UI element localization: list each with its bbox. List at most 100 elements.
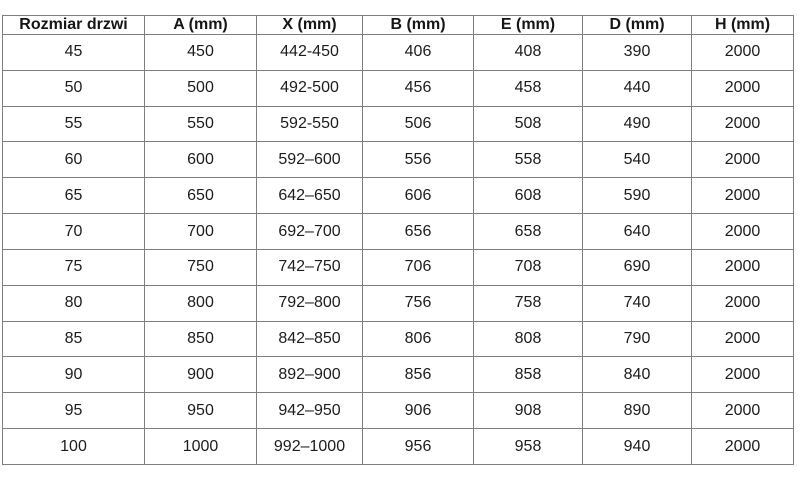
table-cell: 858	[473, 356, 583, 394]
table-cell: 792–800	[256, 284, 363, 322]
table-cell: 650	[144, 177, 257, 215]
table-cell: 2000	[691, 177, 794, 215]
table-cell: 500	[144, 69, 257, 107]
table-row: 80 800 792–800 756 758 740 2000	[2, 284, 794, 322]
table-cell: 80	[2, 284, 145, 322]
table-cell: 440	[582, 69, 692, 107]
table-cell: 70	[2, 213, 145, 250]
table-cell: 756	[362, 284, 474, 322]
table-cell: 60	[2, 141, 145, 179]
table-cell: 55	[2, 105, 145, 143]
table-cell: 942–950	[256, 392, 363, 430]
table-cell: 856	[362, 356, 474, 394]
table-cell: 592–600	[256, 141, 363, 179]
table-cell: 442-450	[256, 34, 363, 71]
table-cell: 940	[582, 428, 692, 465]
table-cell: 706	[362, 248, 474, 286]
table-row: 55 550 592-550 506 508 490 2000	[2, 105, 794, 143]
table-cell: 75	[2, 248, 145, 286]
table-cell: 556	[362, 141, 474, 179]
table-cell: 2000	[691, 248, 794, 286]
table-cell: 958	[473, 428, 583, 465]
table-cell: 2000	[691, 105, 794, 143]
table-cell: 890	[582, 392, 692, 430]
table-cell: 742–750	[256, 248, 363, 286]
table-cell: 508	[473, 105, 583, 143]
table-row: 65 650 642–650 606 608 590 2000	[2, 177, 794, 215]
table-cell: 45	[2, 34, 145, 71]
table-cell: 850	[144, 320, 257, 358]
table-cell: 558	[473, 141, 583, 179]
table-cell: 2000	[691, 34, 794, 71]
header-d-mm: D (mm)	[582, 15, 692, 35]
table-cell: 842–850	[256, 320, 363, 358]
table-cell: 592-550	[256, 105, 363, 143]
table-cell: 408	[473, 34, 583, 71]
table-cell: 550	[144, 105, 257, 143]
table-cell: 458	[473, 69, 583, 107]
table-cell: 90	[2, 356, 145, 394]
table-cell: 656	[362, 213, 474, 250]
table-cell: 658	[473, 213, 583, 250]
table-row: 60 600 592–600 556 558 540 2000	[2, 141, 794, 179]
table-row: 70 700 692–700 656 658 640 2000	[2, 213, 794, 250]
table-cell: 690	[582, 248, 692, 286]
table-cell: 992–1000	[256, 428, 363, 465]
table-body: 45 450 442-450 406 408 390 2000 50 500 492-500 456…	[2, 34, 794, 465]
table-cell: 490	[582, 105, 692, 143]
table-cell: 2000	[691, 213, 794, 250]
table-cell: 642–650	[256, 177, 363, 215]
table-cell: 692–700	[256, 213, 363, 250]
table-cell: 506	[362, 105, 474, 143]
table-cell: 492-500	[256, 69, 363, 107]
table-cell: 50	[2, 69, 145, 107]
table-cell: 2000	[691, 320, 794, 358]
table-cell: 2000	[691, 356, 794, 394]
table-cell: 406	[362, 34, 474, 71]
table-cell: 900	[144, 356, 257, 394]
table-cell: 640	[582, 213, 692, 250]
table-cell: 606	[362, 177, 474, 215]
table-row: 45 450 442-450 406 408 390 2000	[2, 34, 794, 71]
table-cell: 100	[2, 428, 145, 465]
table-cell: 590	[582, 177, 692, 215]
table-cell: 840	[582, 356, 692, 394]
table-cell: 456	[362, 69, 474, 107]
table-cell: 1000	[144, 428, 257, 465]
table-cell: 708	[473, 248, 583, 286]
header-row: Rozmiar drzwi A (mm) X (mm) B (mm) E (mm…	[2, 15, 794, 35]
table-row: 90 900 892–900 856 858 840 2000	[2, 356, 794, 394]
table-cell: 95	[2, 392, 145, 430]
table-cell: 956	[362, 428, 474, 465]
table-cell: 906	[362, 392, 474, 430]
table-row: 50 500 492-500 456 458 440 2000	[2, 69, 794, 107]
table-cell: 2000	[691, 392, 794, 430]
table-cell: 390	[582, 34, 692, 71]
table-row: 100 1000 992–1000 956 958 940 2000	[2, 428, 794, 465]
table-cell: 892–900	[256, 356, 363, 394]
table-cell: 908	[473, 392, 583, 430]
table-cell: 600	[144, 141, 257, 179]
table-cell: 700	[144, 213, 257, 250]
table-cell: 85	[2, 320, 145, 358]
table-cell: 758	[473, 284, 583, 322]
header-a-mm: A (mm)	[144, 15, 257, 35]
table-cell: 808	[473, 320, 583, 358]
table-cell: 2000	[691, 69, 794, 107]
header-e-mm: E (mm)	[473, 15, 583, 35]
table-cell: 750	[144, 248, 257, 286]
header-h-mm: H (mm)	[691, 15, 794, 35]
table-row: 85 850 842–850 806 808 790 2000	[2, 320, 794, 358]
table-cell: 450	[144, 34, 257, 71]
table-cell: 608	[473, 177, 583, 215]
table-cell: 806	[362, 320, 474, 358]
table-cell: 65	[2, 177, 145, 215]
header-rozmiar-drzwi: Rozmiar drzwi	[2, 15, 145, 35]
table-cell: 2000	[691, 428, 794, 465]
table-cell: 2000	[691, 284, 794, 322]
table-cell: 540	[582, 141, 692, 179]
table-row: 95 950 942–950 906 908 890 2000	[2, 392, 794, 430]
door-size-spec-table: Rozmiar drzwi A (mm) X (mm) B (mm) E (mm…	[2, 15, 794, 465]
table-cell: 950	[144, 392, 257, 430]
